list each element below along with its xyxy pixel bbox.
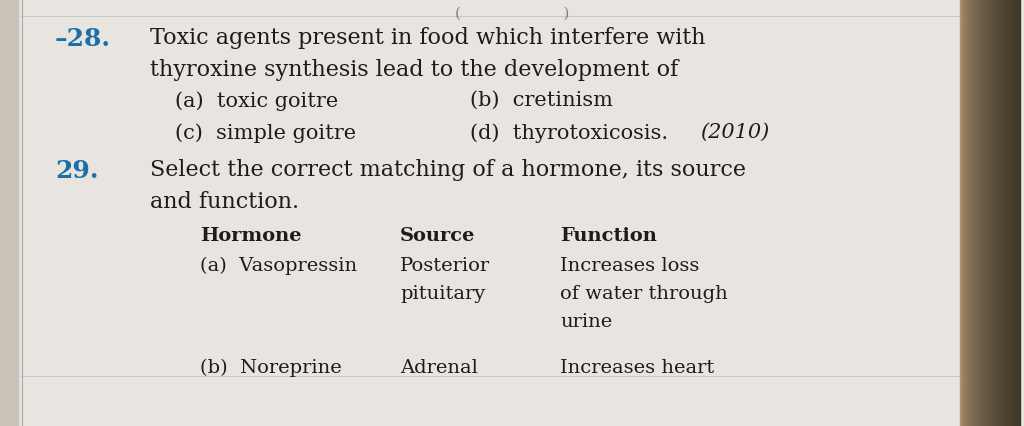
Text: Adrenal: Adrenal xyxy=(400,358,478,376)
Bar xyxy=(0,0,18,426)
Text: Source: Source xyxy=(400,227,475,245)
Text: Function: Function xyxy=(560,227,656,245)
Text: –28.: –28. xyxy=(55,27,111,51)
Text: (d)  thyrotoxicosis.: (d) thyrotoxicosis. xyxy=(470,123,668,142)
Text: (                     ): ( ) xyxy=(455,7,569,21)
Text: Increases loss: Increases loss xyxy=(560,256,699,274)
Text: thyroxine synthesis lead to the development of: thyroxine synthesis lead to the developm… xyxy=(150,59,678,81)
Text: (a)  toxic goitre: (a) toxic goitre xyxy=(175,91,338,110)
Text: Hormone: Hormone xyxy=(200,227,301,245)
Text: Select the correct matching of a hormone, its source: Select the correct matching of a hormone… xyxy=(150,158,746,181)
Text: urine: urine xyxy=(560,312,612,330)
Text: and function.: and function. xyxy=(150,190,299,213)
Text: (b)  cretinism: (b) cretinism xyxy=(470,91,613,110)
Text: (2010): (2010) xyxy=(700,123,769,142)
Text: of water through: of water through xyxy=(560,284,728,302)
Text: pituitary: pituitary xyxy=(400,284,485,302)
Text: (b)  Noreprine: (b) Noreprine xyxy=(200,358,342,376)
Text: Posterior: Posterior xyxy=(400,256,490,274)
Text: (a)  Vasopressin: (a) Vasopressin xyxy=(200,256,357,275)
Text: Increases heart: Increases heart xyxy=(560,358,715,376)
Text: 29.: 29. xyxy=(55,158,98,183)
Text: (c)  simple goitre: (c) simple goitre xyxy=(175,123,356,142)
Text: Toxic agents present in food which interfere with: Toxic agents present in food which inter… xyxy=(150,27,706,49)
